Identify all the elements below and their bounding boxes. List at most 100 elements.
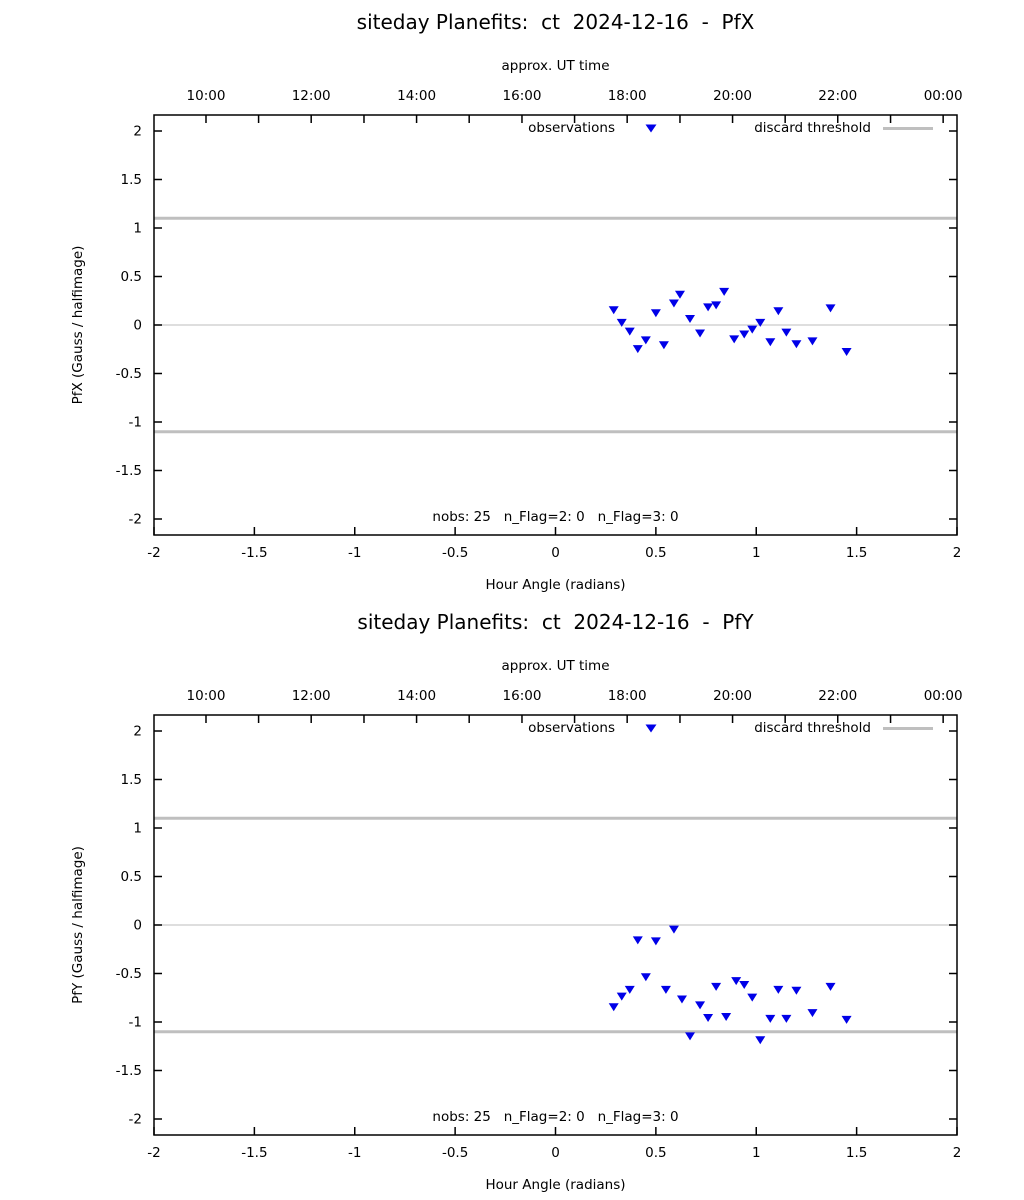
y-tick-label: 1.5 bbox=[121, 172, 142, 188]
x-tick-label: 1.5 bbox=[846, 1145, 867, 1161]
observation-marker bbox=[616, 992, 627, 1001]
observation-marker bbox=[721, 1012, 732, 1021]
y-tick-label: -1 bbox=[129, 1014, 142, 1030]
observation-marker bbox=[841, 1015, 852, 1024]
observation-marker bbox=[640, 336, 651, 345]
y-tick-label: 0.5 bbox=[121, 869, 142, 885]
observation-marker bbox=[668, 299, 679, 308]
ut-tick-label: 20:00 bbox=[713, 688, 752, 704]
y-tick-label: -1.5 bbox=[116, 463, 142, 479]
legend-observations-label: observations bbox=[528, 120, 615, 136]
observation-marker bbox=[624, 327, 635, 336]
y-tick-label: -1.5 bbox=[116, 1063, 142, 1079]
ut-tick-label: 12:00 bbox=[292, 88, 331, 104]
observation-marker bbox=[674, 290, 685, 299]
observation-marker bbox=[650, 937, 661, 946]
ut-tick-label: 22:00 bbox=[818, 88, 857, 104]
x-tick-label: 1 bbox=[752, 1145, 761, 1161]
x-tick-label: -1.5 bbox=[241, 545, 267, 561]
legend-observations-label: observations bbox=[528, 720, 615, 736]
ut-tick-label: 16:00 bbox=[503, 88, 542, 104]
x-tick-label: -0.5 bbox=[442, 545, 468, 561]
observation-marker bbox=[668, 925, 679, 934]
ut-tick-label: 10:00 bbox=[187, 88, 226, 104]
observation-marker bbox=[731, 977, 742, 986]
observation-marker bbox=[719, 287, 730, 296]
observation-marker bbox=[685, 1032, 696, 1041]
observation-marker bbox=[825, 304, 836, 313]
observations-marker-icon bbox=[645, 124, 657, 133]
y-tick-label: -0.5 bbox=[116, 366, 142, 382]
y-tick-label: -1 bbox=[129, 414, 142, 430]
observation-marker bbox=[765, 1014, 776, 1023]
legend-threshold-label: discard threshold bbox=[754, 720, 871, 736]
y-tick-label: 0 bbox=[133, 918, 142, 934]
y-tick-label: -2 bbox=[129, 511, 142, 527]
x-tick-label: 1.5 bbox=[846, 545, 867, 561]
x-tick-label: -0.5 bbox=[442, 1145, 468, 1161]
x-tick-label: 0 bbox=[551, 545, 560, 561]
x-tick-label: -1 bbox=[348, 1145, 361, 1161]
ut-tick-label: 00:00 bbox=[924, 88, 963, 104]
observation-marker bbox=[640, 973, 651, 982]
observation-marker bbox=[773, 307, 784, 316]
y-tick-label: -0.5 bbox=[116, 966, 142, 982]
ut-tick-label: 22:00 bbox=[818, 688, 857, 704]
observation-marker bbox=[729, 335, 740, 344]
observation-marker bbox=[825, 982, 836, 991]
observation-marker bbox=[747, 993, 758, 1002]
x-tick-label: 2 bbox=[953, 545, 962, 561]
observation-marker bbox=[747, 325, 758, 334]
observation-marker bbox=[632, 936, 643, 945]
observation-marker bbox=[765, 338, 776, 347]
observation-marker bbox=[781, 328, 792, 337]
observation-marker bbox=[632, 345, 643, 354]
observation-marker bbox=[660, 985, 671, 994]
x-tick-label: 1 bbox=[752, 545, 761, 561]
ut-tick-label: 20:00 bbox=[713, 88, 752, 104]
observation-marker bbox=[739, 980, 750, 989]
legend-threshold-label: discard threshold bbox=[754, 120, 871, 136]
chart-title: siteday Planefits: ct 2024-12-16 - PfY bbox=[357, 610, 754, 634]
ut-tick-label: 14:00 bbox=[397, 688, 436, 704]
ut-tick-label: 12:00 bbox=[292, 688, 331, 704]
observation-marker bbox=[624, 985, 635, 994]
observation-marker bbox=[711, 301, 722, 310]
x-tick-label: 0.5 bbox=[645, 1145, 666, 1161]
stats-line: nobs: 25 n_Flag=2: 0 n_Flag=3: 0 bbox=[432, 1109, 679, 1125]
x-axis-title: Hour Angle (radians) bbox=[485, 577, 626, 593]
observation-marker bbox=[711, 982, 722, 991]
plot-area-pfx: 2 1.5 1 0.5 0 -0.5 -1 -1.5 -2 -2 -1.5 -1 -0.5 0 0.5 1 1.… bbox=[116, 88, 963, 561]
plot-area-pfy: 2 1.5 1 0.5 0 -0.5 -1 -1.5 -2 -2 -1.5 -1 -0.5 0 0.5 1 1.… bbox=[116, 688, 963, 1161]
x-tick-label: -2 bbox=[147, 545, 160, 561]
x-tick-label: 0.5 bbox=[645, 545, 666, 561]
ut-tick-label: 18:00 bbox=[608, 688, 647, 704]
ut-tick-label: 18:00 bbox=[608, 88, 647, 104]
observation-marker bbox=[676, 995, 687, 1004]
observation-marker bbox=[807, 337, 818, 346]
x-tick-label: 0 bbox=[551, 1145, 560, 1161]
observation-marker bbox=[791, 340, 802, 349]
threshold-line-sample bbox=[883, 127, 933, 130]
x-tick-label: -1.5 bbox=[241, 1145, 267, 1161]
top-axis-title: approx. UT time bbox=[501, 58, 610, 74]
x-tick-label: -2 bbox=[147, 1145, 160, 1161]
observation-marker bbox=[608, 1003, 619, 1012]
observation-marker bbox=[695, 329, 706, 338]
observation-marker bbox=[807, 1009, 818, 1018]
y-axis-title: PfX (Gauss / halfimage) bbox=[70, 245, 86, 405]
observation-marker bbox=[755, 318, 766, 327]
ut-tick-label: 16:00 bbox=[503, 688, 542, 704]
threshold-line-sample bbox=[883, 727, 933, 730]
observation-marker bbox=[608, 306, 619, 315]
observation-marker bbox=[841, 347, 852, 356]
top-axis-title: approx. UT time bbox=[501, 658, 610, 674]
y-tick-label: 1 bbox=[133, 821, 142, 837]
y-axis-title: PfY (Gauss / halfimage) bbox=[70, 846, 86, 1004]
observation-marker bbox=[791, 986, 802, 995]
observation-marker bbox=[685, 315, 696, 324]
x-tick-label: -1 bbox=[348, 545, 361, 561]
ut-tick-label: 00:00 bbox=[924, 688, 963, 704]
observation-marker bbox=[755, 1036, 766, 1045]
observation-marker bbox=[695, 1001, 706, 1010]
